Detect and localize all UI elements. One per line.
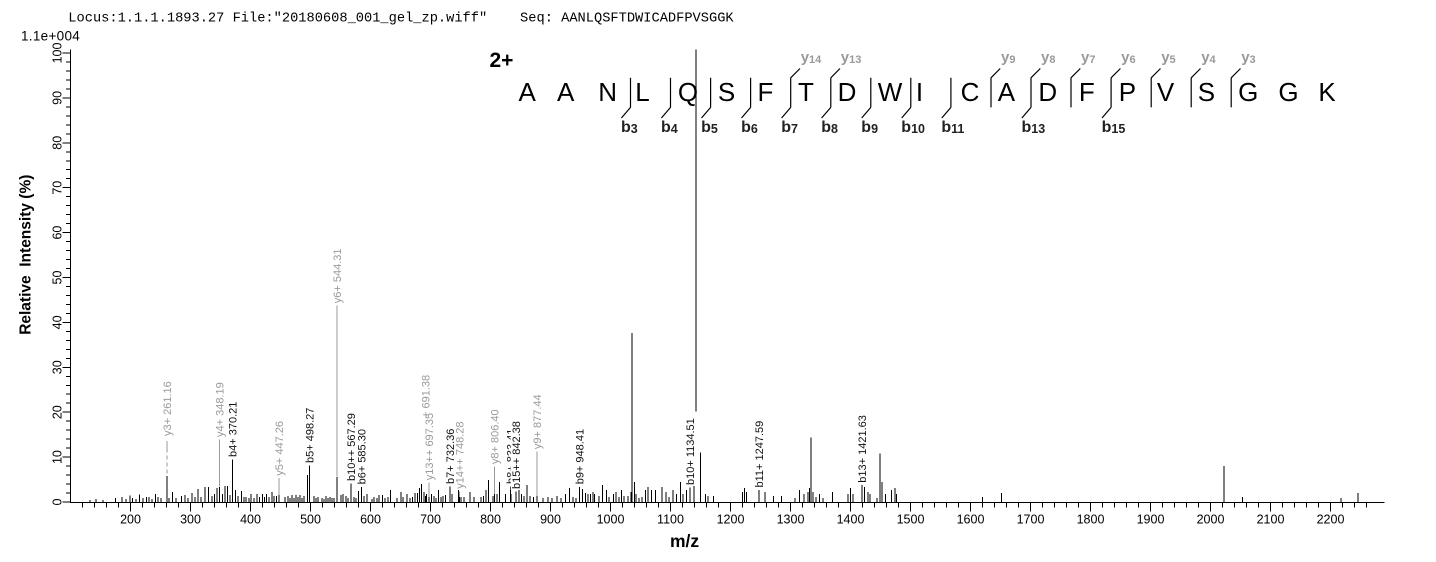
svg-text:60: 60: [51, 226, 65, 240]
svg-text:S: S: [718, 77, 735, 107]
svg-text:K: K: [1318, 77, 1336, 107]
svg-text:m/z: m/z: [670, 531, 699, 551]
svg-text:300: 300: [180, 513, 201, 527]
svg-text:C: C: [961, 77, 980, 107]
svg-text:b10++ 567.29: b10++ 567.29: [346, 413, 358, 481]
svg-text:b10: b10: [901, 119, 925, 136]
svg-text:b13: b13: [1022, 119, 1046, 136]
svg-text:b7: b7: [781, 119, 798, 136]
svg-text:y8+ 806.40: y8+ 806.40: [489, 409, 501, 464]
svg-text:200: 200: [120, 513, 141, 527]
svg-text:1800: 1800: [1077, 513, 1105, 527]
svg-text:1000: 1000: [597, 513, 625, 527]
svg-text:1700: 1700: [1017, 513, 1045, 527]
svg-text:W: W: [878, 77, 903, 107]
svg-text:b9+ 948.41: b9+ 948.41: [575, 429, 587, 484]
svg-text:b15: b15: [1102, 119, 1126, 136]
svg-text:D: D: [838, 77, 857, 107]
svg-text:1200: 1200: [717, 513, 745, 527]
svg-text:Locus:1.1.1.1893.27 File:"2018: Locus:1.1.1.1893.27 File:"20180608_001_g…: [68, 12, 734, 27]
svg-text:G: G: [1238, 77, 1258, 107]
svg-text:1100: 1100: [657, 513, 684, 527]
svg-text:+ 691.38: + 691.38: [420, 375, 432, 418]
svg-text:1.1e+004: 1.1e+004: [21, 29, 80, 44]
svg-text:40: 40: [51, 315, 65, 329]
svg-text:b6: b6: [741, 119, 758, 136]
svg-text:1600: 1600: [957, 513, 985, 527]
svg-text:y13: y13: [841, 49, 862, 66]
svg-text:y6: y6: [1121, 49, 1135, 66]
svg-text:10: 10: [51, 450, 65, 464]
svg-text:70: 70: [51, 181, 65, 195]
svg-text:A: A: [519, 77, 537, 107]
svg-text:b5+ 498.27: b5+ 498.27: [305, 408, 317, 463]
svg-text:b5: b5: [701, 119, 718, 136]
svg-text:0: 0: [51, 498, 65, 505]
svg-text:A: A: [998, 77, 1016, 107]
svg-text:y14: y14: [801, 49, 822, 66]
svg-text:b4+ 370.21: b4+ 370.21: [228, 402, 240, 457]
svg-text:Relative Intensity (%): Relative Intensity (%): [18, 175, 35, 335]
svg-text:2100: 2100: [1257, 513, 1285, 527]
svg-text:G: G: [1278, 77, 1298, 107]
svg-text:800: 800: [480, 513, 501, 527]
svg-text:y4+ 348.19: y4+ 348.19: [214, 382, 226, 437]
svg-text:2200: 2200: [1317, 513, 1345, 527]
svg-text:1500: 1500: [897, 513, 925, 527]
svg-text:y3: y3: [1241, 49, 1255, 66]
svg-text:b8: b8: [821, 119, 838, 136]
svg-text:2+: 2+: [490, 49, 514, 72]
svg-text:700: 700: [420, 513, 441, 527]
svg-text:y5: y5: [1161, 49, 1175, 66]
svg-text:500: 500: [300, 513, 321, 527]
svg-text:80: 80: [51, 136, 65, 150]
svg-text:D: D: [1038, 77, 1057, 107]
svg-text:y9: y9: [1001, 49, 1015, 66]
svg-text:F: F: [1079, 77, 1095, 107]
svg-text:20: 20: [51, 405, 65, 419]
svg-text:T: T: [798, 77, 814, 107]
svg-text:90: 90: [51, 91, 65, 105]
svg-text:S: S: [1198, 77, 1215, 107]
svg-text:1300: 1300: [777, 513, 805, 527]
svg-text:b11+ 1247.59: b11+ 1247.59: [754, 421, 766, 488]
svg-text:100: 100: [51, 43, 65, 64]
svg-text:b3: b3: [621, 119, 638, 136]
svg-text:y14++ 748.28: y14++ 748.28: [455, 422, 467, 489]
svg-text:b7+ 732.36: b7+ 732.36: [445, 429, 457, 484]
svg-text:900: 900: [540, 513, 561, 527]
svg-text:1400: 1400: [837, 513, 865, 527]
svg-text:b11: b11: [941, 119, 964, 136]
svg-text:y5+ 447.26: y5+ 447.26: [274, 421, 286, 476]
svg-text:b4: b4: [661, 119, 678, 136]
svg-text:b15++ 842.38: b15++ 842.38: [511, 421, 523, 489]
svg-text:y6+ 544.31: y6+ 544.31: [332, 248, 344, 303]
svg-text:400: 400: [240, 513, 261, 527]
svg-text:b9: b9: [861, 119, 878, 136]
svg-text:y3+ 261.16: y3+ 261.16: [162, 381, 174, 436]
svg-text:y9+ 877.44: y9+ 877.44: [532, 394, 544, 449]
svg-text:y13++ 697.35: y13++ 697.35: [424, 413, 436, 480]
svg-text:F: F: [758, 77, 774, 107]
svg-text:P: P: [1119, 77, 1136, 107]
svg-text:I: I: [916, 77, 923, 107]
svg-text:b10+ 1134.51: b10+ 1134.51: [685, 418, 697, 485]
svg-text:L: L: [635, 77, 649, 107]
svg-text:y8: y8: [1041, 49, 1055, 66]
svg-text:50: 50: [51, 271, 65, 285]
svg-text:y7: y7: [1081, 49, 1095, 66]
svg-text:600: 600: [360, 513, 381, 527]
svg-text:2000: 2000: [1197, 513, 1225, 527]
svg-text:Q: Q: [678, 77, 698, 107]
svg-text:y4: y4: [1201, 49, 1216, 66]
svg-text:V: V: [1157, 77, 1175, 107]
svg-text:b6+ 585.30: b6+ 585.30: [357, 429, 369, 484]
svg-text:A: A: [557, 77, 575, 107]
svg-text:30: 30: [51, 360, 65, 374]
svg-text:b13+ 1421.63: b13+ 1421.63: [857, 415, 869, 483]
svg-text:N: N: [598, 77, 617, 107]
svg-text:1900: 1900: [1137, 513, 1165, 527]
